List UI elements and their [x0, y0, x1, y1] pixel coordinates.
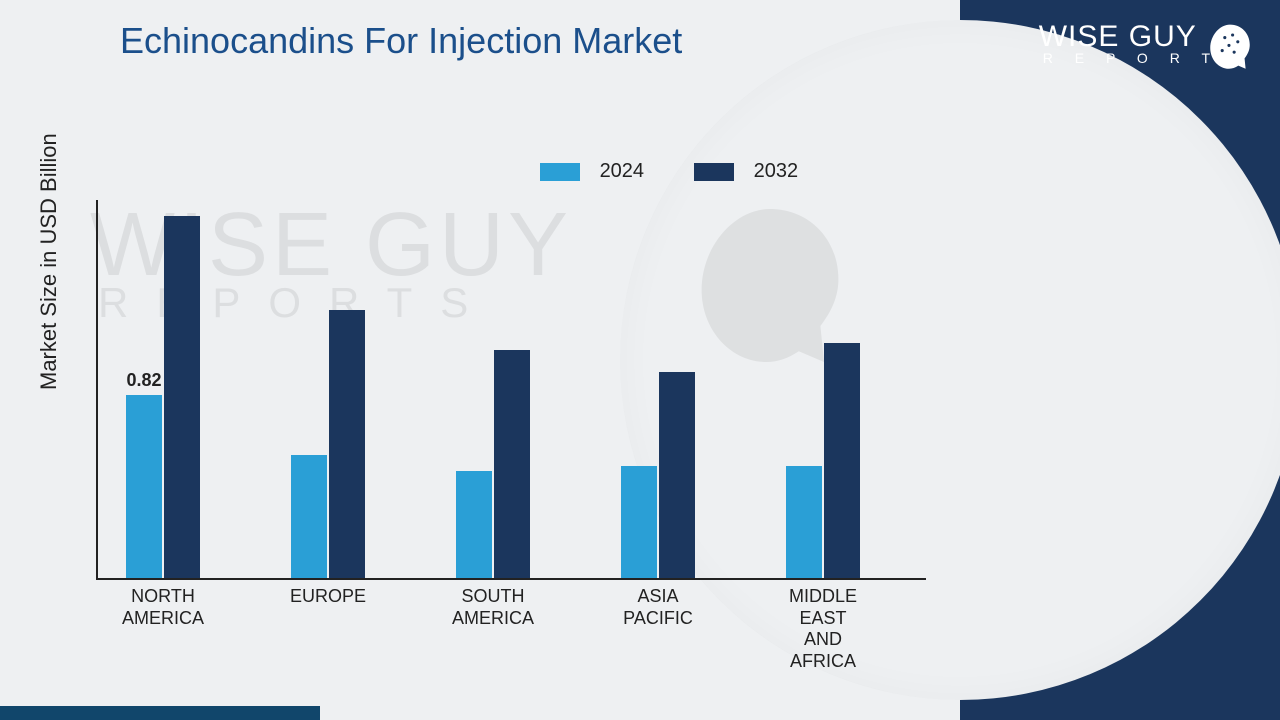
bottom-accent-bar	[0, 706, 320, 720]
chart-title: Echinocandins For Injection Market	[120, 20, 682, 62]
legend-item-2024: 2024	[540, 160, 644, 183]
logo-head-icon	[1204, 22, 1256, 74]
bar	[494, 350, 530, 578]
bar	[621, 466, 657, 578]
page: WISE GUY R E P O R T S Echinocandins For…	[0, 0, 1280, 720]
bar	[456, 471, 492, 578]
legend: 2024 2032	[540, 160, 798, 183]
bar	[126, 395, 162, 578]
legend-label-2024: 2024	[600, 160, 645, 182]
bar	[291, 455, 327, 578]
bar	[329, 310, 365, 578]
bar	[824, 343, 860, 578]
category-label: MIDDLEEASTANDAFRICA	[758, 586, 888, 672]
y-axis-label: Market Size in USD Billion	[36, 133, 62, 390]
legend-label-2032: 2032	[754, 160, 799, 182]
legend-swatch-2024	[540, 163, 580, 181]
bar	[164, 216, 200, 578]
plot-area: 0.82	[96, 200, 926, 580]
category-label: EUROPE	[263, 586, 393, 608]
bar-chart: 0.82	[96, 200, 926, 580]
category-label: NORTHAMERICA	[98, 586, 228, 629]
brand-logo: WISE GUY R E P O R T S	[1039, 20, 1250, 66]
legend-item-2032: 2032	[694, 160, 798, 183]
bar	[786, 466, 822, 578]
category-label: SOUTHAMERICA	[428, 586, 558, 629]
category-label: ASIAPACIFIC	[593, 586, 723, 629]
legend-swatch-2032	[694, 163, 734, 181]
bar	[659, 372, 695, 578]
